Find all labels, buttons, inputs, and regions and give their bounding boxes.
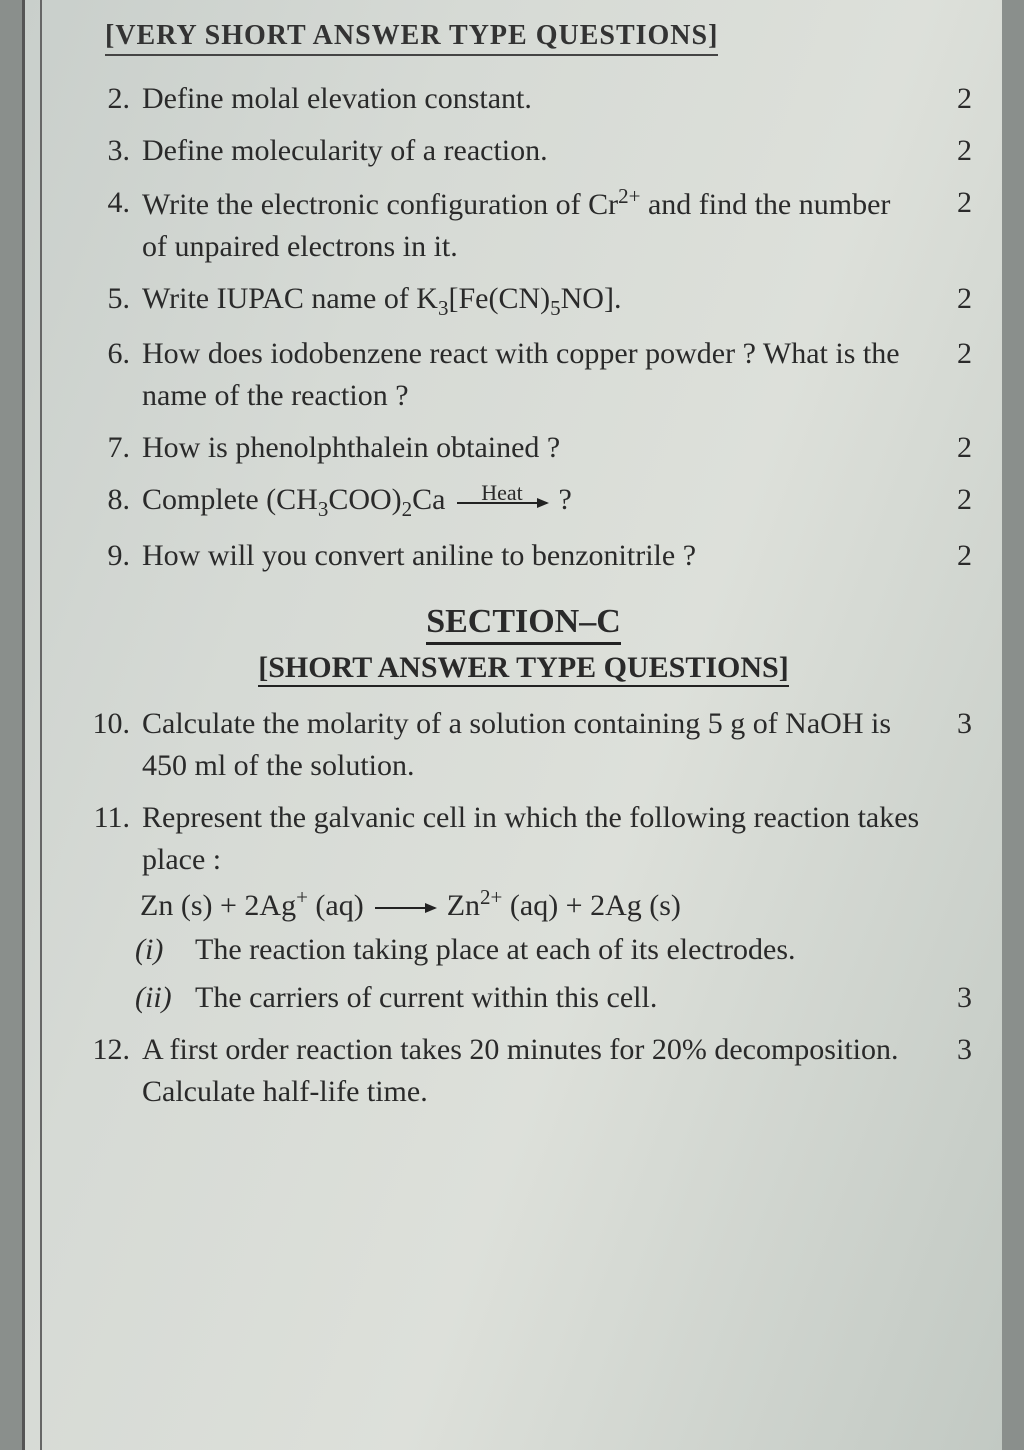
- q-number: 6.: [75, 333, 142, 375]
- sub-text: The reaction taking place at each of its…: [195, 929, 932, 971]
- question-row: 3. Define molecularity of a reaction. 2: [75, 130, 972, 172]
- q-number: 2.: [75, 78, 142, 120]
- question-row: 12. A first order reaction takes 20 minu…: [75, 1029, 972, 1113]
- question-row: 9. How will you convert aniline to benzo…: [75, 535, 972, 577]
- reaction-arrow-icon: Heat: [457, 502, 547, 504]
- question-row: 7. How is phenolphthalein obtained ? 2: [75, 427, 972, 469]
- question-row: 2. Define molal elevation constant. 2: [75, 78, 972, 120]
- eq-rhs: Zn2+ (aq) + 2Ag (s): [447, 889, 681, 922]
- sub-marks: 3: [932, 977, 972, 1019]
- q-text: Calculate the molarity of a solution con…: [142, 703, 932, 787]
- q-number: 9.: [75, 535, 142, 577]
- question-row: 5. Write IUPAC name of K3[Fe(CN)5NO]. 2: [75, 278, 972, 323]
- q8-prefix: Complete (CH: [142, 483, 318, 516]
- q8-sub1: 3: [318, 497, 329, 521]
- q-text: How will you convert aniline to benzonit…: [142, 535, 932, 577]
- q-text: Complete (CH3COO)2Ca Heat ?: [142, 479, 932, 524]
- q8-mid2: Ca: [412, 483, 445, 516]
- sub-question: (ii) The carriers of current within this…: [135, 977, 972, 1019]
- q-number: 11.: [75, 797, 142, 839]
- q8-sub2: 2: [402, 497, 413, 521]
- q-number: 4.: [75, 182, 142, 224]
- section-c-subtitle: [SHORT ANSWER TYPE QUESTIONS]: [75, 651, 972, 685]
- q-text: Define molecularity of a reaction.: [142, 130, 932, 172]
- q-marks: 2: [932, 278, 972, 320]
- q-text: Represent the galvanic cell in which the…: [142, 797, 932, 881]
- q-number: 5.: [75, 278, 142, 320]
- question-row: 8. Complete (CH3COO)2Ca Heat ? 2: [75, 479, 972, 524]
- q-text: Write the electronic configuration of Cr…: [142, 182, 932, 268]
- exam-page: [VERY SHORT ANSWER TYPE QUESTIONS] 2. De…: [22, 0, 1002, 1450]
- question-row: 6. How does iodobenzene react with coppe…: [75, 333, 972, 417]
- q-text: How is phenolphthalein obtained ?: [142, 427, 932, 469]
- section-c-title: SECTION–C: [75, 603, 972, 641]
- q-number: 8.: [75, 479, 142, 521]
- q-text: A first order reaction takes 20 minutes …: [142, 1029, 932, 1113]
- q-number: 3.: [75, 130, 142, 172]
- q-marks: 2: [932, 182, 972, 224]
- q-marks: 3: [932, 703, 972, 745]
- q-marks: 2: [932, 479, 972, 521]
- q-marks: 3: [932, 1029, 972, 1071]
- q-marks: 2: [932, 535, 972, 577]
- q-marks: 2: [932, 78, 972, 120]
- q8-suffix: ?: [558, 483, 571, 516]
- top-header: [VERY SHORT ANSWER TYPE QUESTIONS]: [105, 20, 718, 56]
- question-row: 10. Calculate the molarity of a solution…: [75, 703, 972, 787]
- q-text: How does iodobenzene react with copper p…: [142, 333, 932, 417]
- eq-lhs: Zn (s) + 2Ag+ (aq): [140, 889, 364, 922]
- arrow-label: Heat: [457, 478, 547, 509]
- sub-label: (ii): [135, 977, 195, 1019]
- q11-equation: Zn (s) + 2Ag+ (aq) Zn2+ (aq) + 2Ag (s): [140, 885, 972, 923]
- q-text: Write IUPAC name of K3[Fe(CN)5NO].: [142, 278, 932, 323]
- q-number: 10.: [75, 703, 142, 745]
- question-row: 4. Write the electronic configuration of…: [75, 182, 972, 268]
- q-marks: 2: [932, 427, 972, 469]
- sub-question: (i) The reaction taking place at each of…: [135, 929, 972, 971]
- q8-mid1: COO): [328, 483, 401, 516]
- q-text: Define molal elevation constant.: [142, 78, 932, 120]
- sub-marks: [932, 929, 972, 971]
- sub-label: (i): [135, 929, 195, 971]
- question-row: 11. Represent the galvanic cell in which…: [75, 797, 972, 881]
- sub-text: The carriers of current within this cell…: [195, 977, 932, 1019]
- q-marks: 2: [932, 130, 972, 172]
- reaction-arrow-icon: [375, 907, 435, 909]
- q-number: 7.: [75, 427, 142, 469]
- q-marks: 2: [932, 333, 972, 375]
- q-number: 12.: [75, 1029, 142, 1071]
